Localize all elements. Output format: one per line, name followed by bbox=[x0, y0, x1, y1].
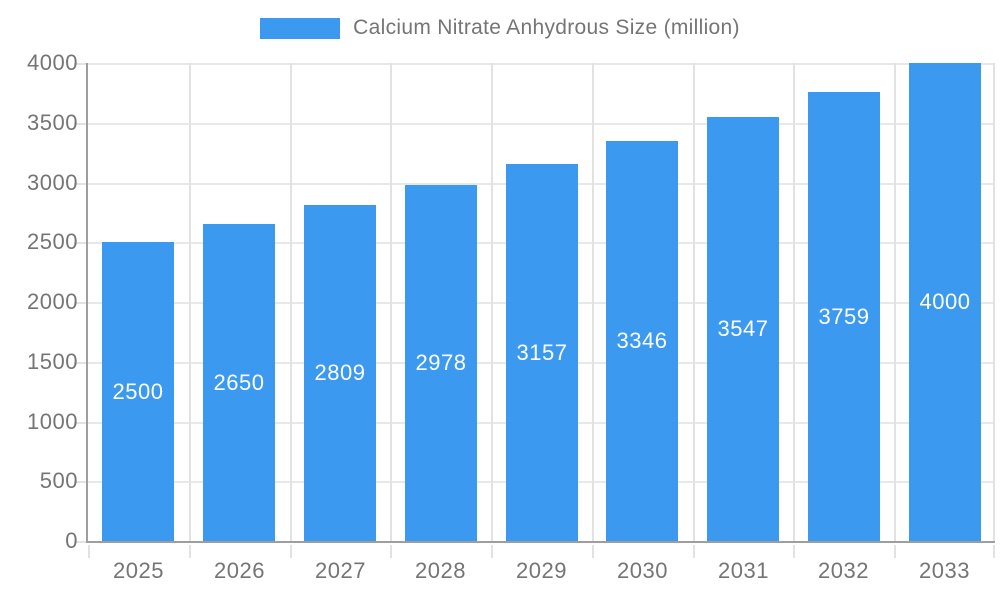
v-gridline bbox=[592, 63, 594, 541]
bar-value-label: 3157 bbox=[516, 339, 568, 365]
bar-value-label: 2978 bbox=[415, 350, 467, 375]
y-axis-tick-label: 500 bbox=[39, 468, 78, 493]
bar-value-label: 2650 bbox=[213, 369, 265, 395]
y-axis-tick-label: 4000 bbox=[27, 50, 78, 75]
v-gridline bbox=[993, 63, 995, 541]
y-axis-tick bbox=[74, 481, 86, 483]
v-gridline bbox=[793, 63, 795, 541]
y-axis-tick bbox=[74, 123, 86, 125]
bar-value-label: 3759 bbox=[818, 303, 870, 329]
x-axis-tick-label: 2025 bbox=[113, 558, 164, 583]
y-axis-tick-label: 1000 bbox=[27, 409, 78, 434]
bar: 3759 bbox=[808, 92, 880, 541]
legend-label: Calcium Nitrate Anhydrous Size (million) bbox=[353, 16, 740, 39]
bar: 2978 bbox=[405, 185, 477, 541]
y-axis-line bbox=[86, 63, 88, 541]
v-gridline bbox=[189, 63, 191, 541]
x-axis-tick bbox=[491, 545, 493, 558]
x-axis-tick bbox=[592, 545, 594, 558]
legend-swatch-icon bbox=[260, 17, 341, 39]
x-axis-tick-label: 2033 bbox=[919, 558, 970, 583]
y-axis-tick bbox=[74, 541, 86, 543]
x-axis-tick-label: 2031 bbox=[718, 558, 769, 583]
y-axis-tick bbox=[74, 242, 86, 244]
y-axis-tick bbox=[74, 63, 86, 65]
x-axis-tick-label: 2027 bbox=[315, 558, 366, 583]
x-axis-tick-label: 2029 bbox=[516, 558, 567, 583]
h-gridline bbox=[88, 63, 995, 65]
v-gridline bbox=[894, 63, 896, 541]
y-axis-tick-label: 2000 bbox=[27, 289, 78, 314]
bar: 3346 bbox=[606, 141, 678, 541]
y-axis-tick-label: 3500 bbox=[27, 110, 78, 135]
y-axis-tick-label: 3000 bbox=[27, 170, 78, 195]
y-axis-tick bbox=[74, 362, 86, 364]
bar-value-label: 3346 bbox=[616, 328, 668, 353]
bar: 3547 bbox=[707, 117, 779, 541]
y-axis-tick bbox=[74, 302, 86, 304]
bar-value-label: 4000 bbox=[919, 289, 971, 314]
bar-value-label: 3547 bbox=[717, 316, 769, 341]
x-axis-tick-label: 2028 bbox=[415, 558, 466, 583]
v-gridline bbox=[693, 63, 695, 541]
h-gridline bbox=[88, 123, 995, 125]
x-axis-line bbox=[86, 541, 995, 543]
bar: 4000 bbox=[909, 63, 981, 541]
y-axis-tick-label: 0 bbox=[65, 528, 78, 553]
x-axis-tick bbox=[189, 545, 191, 558]
x-axis-tick bbox=[390, 545, 392, 558]
bar: 3157 bbox=[506, 164, 578, 541]
x-axis-tick bbox=[793, 545, 795, 558]
y-axis-tick bbox=[74, 422, 86, 424]
x-axis-tick bbox=[88, 545, 90, 558]
x-axis-tick bbox=[693, 545, 695, 558]
x-axis-tick bbox=[894, 545, 896, 558]
bar: 2650 bbox=[203, 224, 275, 541]
x-axis-tick bbox=[290, 545, 292, 558]
v-gridline bbox=[290, 63, 292, 541]
v-gridline bbox=[491, 63, 493, 541]
y-axis-tick bbox=[74, 183, 86, 185]
x-axis-tick-label: 2030 bbox=[617, 558, 668, 583]
bar-value-label: 2809 bbox=[314, 360, 366, 385]
legend: Calcium Nitrate Anhydrous Size (million) bbox=[0, 16, 1000, 40]
bar-value-label: 2500 bbox=[112, 378, 164, 404]
x-axis-tick-label: 2032 bbox=[818, 558, 869, 583]
bar: 2809 bbox=[304, 205, 376, 541]
x-axis-tick bbox=[993, 545, 995, 558]
v-gridline bbox=[390, 63, 392, 541]
x-axis-tick-label: 2026 bbox=[214, 558, 265, 583]
y-axis-tick-label: 2500 bbox=[27, 229, 78, 254]
bar: 2500 bbox=[102, 242, 174, 541]
plot-area: 2500 2650 2809 2978 3157 3346 3547 3759 4000 bbox=[74, 63, 995, 558]
y-axis-tick-label: 1500 bbox=[27, 349, 78, 374]
